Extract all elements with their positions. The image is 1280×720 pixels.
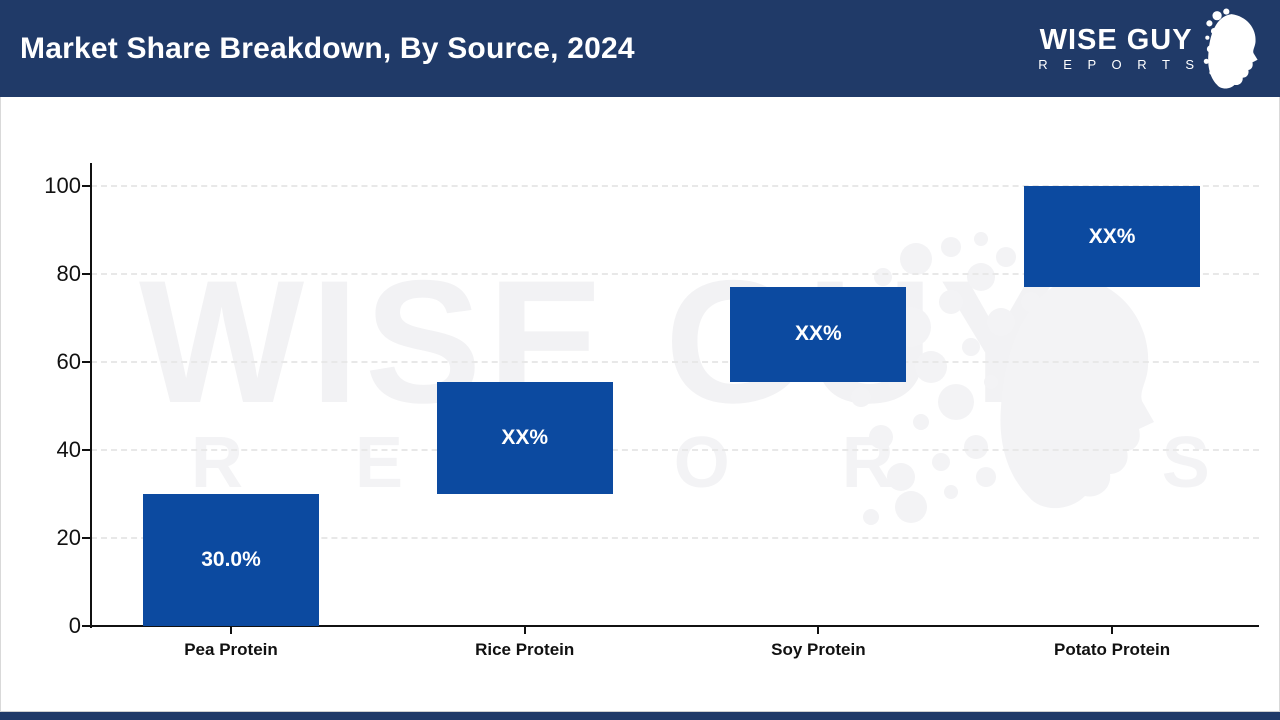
brand-name: WISE GUY bbox=[1039, 23, 1193, 56]
y-tick-label-40: 40 bbox=[56, 437, 81, 462]
y-tick-mark-0 bbox=[82, 625, 90, 627]
footer-bar bbox=[0, 712, 1280, 720]
y-tick-label-80: 80 bbox=[56, 261, 81, 286]
y-tick-mark-20 bbox=[82, 537, 90, 539]
x-category-label-1: Rice Protein bbox=[475, 640, 575, 659]
brand-subtitle: R E P O R T S bbox=[1038, 57, 1200, 73]
brand-logo-text: WISE GUY R E P O R T S bbox=[1032, 23, 1200, 73]
brand-logo: WISE GUY R E P O R T S bbox=[1032, 8, 1266, 90]
gridline-60 bbox=[91, 361, 1259, 363]
bar-value-label: XX% bbox=[501, 425, 549, 449]
x-category-label-3: Potato Protein bbox=[1054, 640, 1171, 659]
y-tick-mark-100 bbox=[82, 185, 90, 187]
wise-guy-face-icon bbox=[1203, 8, 1258, 89]
x-axis-line bbox=[90, 625, 1259, 627]
bar-pea-protein: 30.0% bbox=[143, 494, 319, 626]
x-category-label-2: Soy Protein bbox=[771, 640, 866, 659]
y-tick-label-60: 60 bbox=[56, 349, 81, 374]
y-tick-mark-80 bbox=[82, 273, 90, 275]
bar-value-label: XX% bbox=[795, 322, 842, 346]
gridline-40 bbox=[91, 449, 1259, 451]
bar-rice-protein: XX% bbox=[436, 381, 613, 494]
x-tick-mark-2 bbox=[817, 627, 820, 634]
y-tick-mark-40 bbox=[82, 449, 90, 451]
y-tick-label-20: 20 bbox=[56, 525, 81, 550]
gridline-80 bbox=[91, 273, 1259, 275]
bar-soy-protein: XX% bbox=[730, 287, 907, 382]
header-bar: Market Share Breakdown, By Source, 2024 … bbox=[0, 0, 1280, 97]
y-tick-label-0: 0 bbox=[68, 613, 81, 638]
y-tick-label-100: 100 bbox=[44, 173, 81, 198]
x-tick-mark-1 bbox=[523, 627, 526, 634]
page-title: Market Share Breakdown, By Source, 2024 bbox=[20, 31, 635, 65]
bar-value-label: 30.0% bbox=[201, 548, 261, 571]
bar-value-label: XX% bbox=[1088, 224, 1136, 248]
x-tick-mark-3 bbox=[1111, 627, 1114, 634]
gridline-20 bbox=[91, 537, 1259, 539]
x-tick-mark-0 bbox=[230, 627, 232, 634]
gridline-100 bbox=[91, 185, 1259, 187]
bar-potato-protein: XX% bbox=[1024, 186, 1201, 288]
x-category-label-0: Pea Protein bbox=[184, 640, 278, 659]
chart-canvas: WISE GUY R E P O R T S 0 20 40 60 80 bbox=[0, 97, 1280, 712]
y-axis-line bbox=[90, 163, 92, 628]
y-tick-mark-60 bbox=[82, 361, 90, 363]
plot-area: 0 20 40 60 80 100 30.0% Pea Protein XX% Rice Prot… bbox=[1, 97, 1279, 711]
